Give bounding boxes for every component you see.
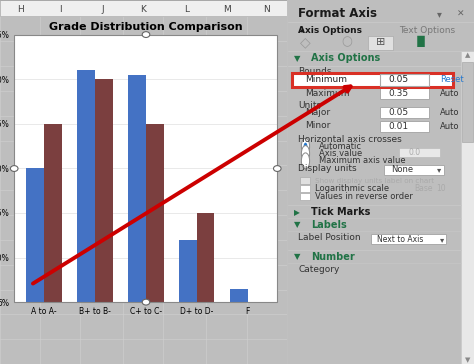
- Text: L: L: [184, 5, 189, 14]
- Text: None: None: [392, 166, 414, 174]
- Text: ▶: ▶: [294, 208, 300, 217]
- Text: J: J: [102, 5, 105, 14]
- Text: 0.05: 0.05: [389, 108, 409, 117]
- Bar: [380, 74, 429, 86]
- Text: Category: Category: [298, 265, 339, 274]
- Text: K: K: [140, 5, 146, 14]
- Text: Labels: Labels: [311, 220, 347, 230]
- Text: 0.0: 0.0: [409, 149, 420, 157]
- Text: Auto: Auto: [440, 122, 460, 131]
- Text: Values in reverse order: Values in reverse order: [315, 192, 413, 201]
- Bar: [300, 185, 310, 192]
- Text: Axis value: Axis value: [319, 149, 362, 158]
- Bar: [399, 148, 440, 157]
- Text: Maximum: Maximum: [305, 89, 350, 98]
- Text: ◇: ◇: [300, 35, 311, 49]
- Text: ⊞: ⊞: [376, 37, 385, 47]
- FancyBboxPatch shape: [368, 36, 392, 50]
- Text: ✕: ✕: [457, 9, 465, 18]
- Text: ▾: ▾: [440, 235, 445, 244]
- Text: Minor: Minor: [305, 122, 331, 130]
- Circle shape: [301, 146, 310, 162]
- Text: Logarithmic scale: Logarithmic scale: [315, 184, 389, 193]
- Bar: [300, 177, 310, 184]
- Text: Text Options: Text Options: [399, 26, 455, 35]
- Bar: [197, 213, 214, 347]
- Text: ▼: ▼: [294, 253, 301, 261]
- Text: Display units: Display units: [298, 165, 356, 173]
- Text: Number: Number: [311, 252, 355, 262]
- Text: M: M: [223, 5, 230, 14]
- Text: Axis Options: Axis Options: [298, 26, 362, 35]
- Text: Bounds: Bounds: [298, 67, 331, 76]
- Bar: [26, 168, 44, 347]
- Text: Minimum: Minimum: [305, 75, 347, 84]
- Text: Show display units label on chart: Show display units label on chart: [315, 178, 434, 183]
- Bar: [95, 79, 113, 347]
- Title: Grade Distribution Comparison: Grade Distribution Comparison: [49, 23, 243, 32]
- FancyBboxPatch shape: [384, 165, 444, 175]
- Text: Auto: Auto: [440, 90, 460, 98]
- Text: ▾: ▾: [437, 9, 441, 19]
- Bar: [380, 121, 429, 132]
- Bar: [461, 51, 474, 364]
- Bar: [44, 124, 62, 347]
- Bar: [0, 0, 287, 16]
- Bar: [146, 124, 164, 347]
- Text: H: H: [17, 5, 23, 14]
- Text: Automatic: Automatic: [319, 142, 362, 151]
- Bar: [179, 240, 197, 347]
- Text: ▾: ▾: [298, 28, 304, 33]
- Text: 10: 10: [437, 184, 446, 193]
- Text: 0.01: 0.01: [389, 122, 409, 131]
- FancyBboxPatch shape: [371, 234, 446, 244]
- Bar: [77, 70, 95, 347]
- Text: N: N: [264, 5, 270, 14]
- Circle shape: [304, 143, 307, 150]
- Text: Axis Options: Axis Options: [311, 53, 380, 63]
- Text: ▼: ▼: [294, 54, 301, 63]
- Text: ○: ○: [341, 35, 352, 48]
- Text: Label Position: Label Position: [298, 233, 361, 242]
- Bar: [128, 75, 146, 347]
- Text: ▐▌: ▐▌: [413, 36, 430, 47]
- FancyBboxPatch shape: [292, 73, 454, 87]
- Text: ▼: ▼: [294, 221, 301, 229]
- Bar: [300, 193, 310, 200]
- Text: Auto: Auto: [440, 108, 460, 117]
- Circle shape: [301, 138, 310, 154]
- Text: ▼: ▼: [465, 357, 470, 363]
- Circle shape: [301, 153, 310, 169]
- Text: 0.35: 0.35: [389, 90, 409, 98]
- Text: Format Axis: Format Axis: [298, 7, 377, 20]
- Text: Next to Axis: Next to Axis: [377, 235, 423, 244]
- Text: Major: Major: [305, 108, 331, 116]
- Text: Maximum axis value: Maximum axis value: [319, 157, 405, 165]
- Bar: [380, 107, 429, 118]
- Text: ▾: ▾: [437, 166, 441, 174]
- Text: ▲: ▲: [465, 52, 470, 58]
- Text: I: I: [59, 5, 62, 14]
- Text: 0.05: 0.05: [389, 75, 409, 84]
- Text: Tick Marks: Tick Marks: [311, 207, 371, 217]
- Text: Reset: Reset: [440, 75, 464, 84]
- Text: Units: Units: [298, 101, 321, 110]
- Bar: [462, 62, 473, 142]
- Text: Base: Base: [414, 184, 433, 193]
- Bar: [380, 88, 429, 99]
- Bar: [230, 289, 247, 347]
- Text: Horizontal axis crosses: Horizontal axis crosses: [298, 135, 402, 143]
